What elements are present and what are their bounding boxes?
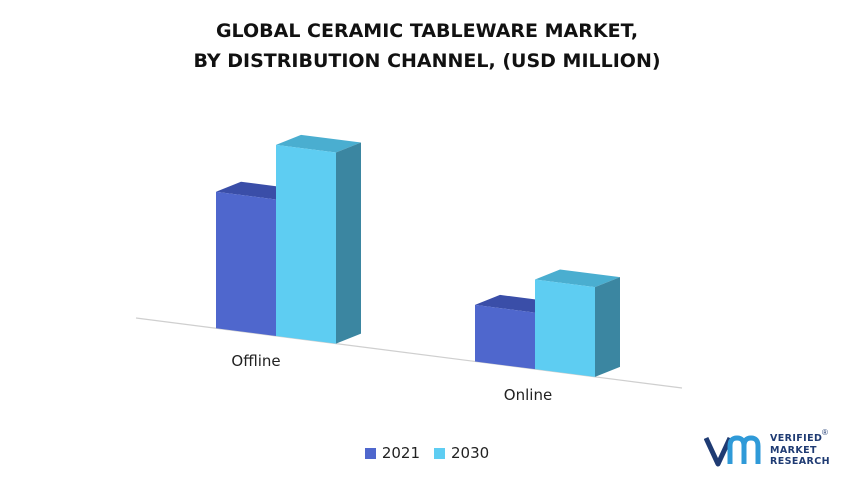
legend-label-2021: 2021 [381,444,420,462]
chart-legend: 2021 2030 [0,444,854,462]
bar-online-2030-side [595,277,620,377]
x-tick-label-offline: Offline [231,352,280,370]
bar-offline-2030-side [336,142,361,344]
legend-swatch-2021 [364,447,376,459]
legend-item-2021: 2021 [364,444,420,462]
vmr-logo-mark-icon [703,435,761,467]
registered-mark: ® [822,428,828,437]
legend-item-2030: 2030 [434,444,489,462]
bar-online-2021-front [475,304,535,370]
chart-title-line-2: BY DISTRIBUTION CHANNEL, (USD MILLION) [193,50,661,72]
legend-label-2030: 2030 [451,444,490,462]
x-tick-label-online: Online [504,386,552,404]
vmr-logo-wordmark: VERIFIED MARKET RESEARCH [770,433,830,468]
bar-online-2030-top [535,269,620,288]
bar-offline-2030-front [276,144,336,344]
chart-title-line-1: GLOBAL CERAMIC TABLEWARE MARKET, [215,20,639,42]
chart-title: GLOBAL CERAMIC TABLEWARE MARKET, BY DIST… [0,16,854,76]
vmr-logo-line-1: VERIFIED [770,433,823,444]
bar-online-2030-front [535,279,595,377]
bar-offline-2030-top [276,134,361,153]
bar-offline-2021-front [216,191,276,336]
vmr-logo-line-2: MARKET [770,444,817,456]
vmr-logo-line-3: RESEARCH [770,456,830,467]
vmr-logo: VERIFIED MARKET RESEARCH ® [703,428,834,472]
legend-swatch-2030 [434,447,445,459]
